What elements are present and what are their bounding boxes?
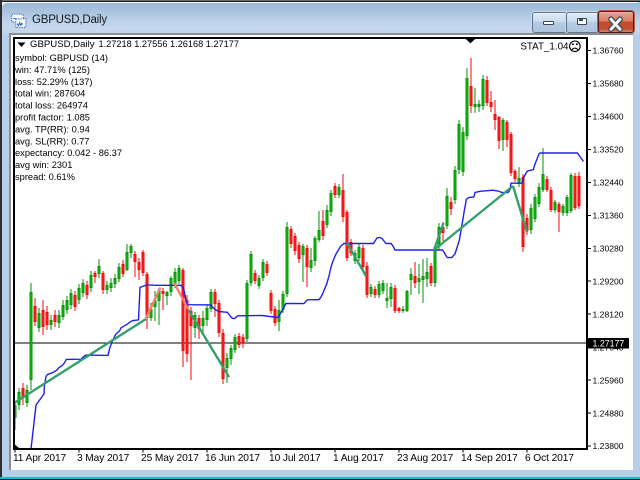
svg-text:spread: 0.61%: spread: 0.61% — [15, 172, 75, 182]
svg-text:avg win: 2301: avg win: 2301 — [15, 160, 72, 170]
svg-text:1.25960: 1.25960 — [593, 375, 624, 385]
svg-text:16 Jun 2017: 16 Jun 2017 — [205, 453, 260, 464]
svg-text:avg. TP(RR): 0.94: avg. TP(RR): 0.94 — [15, 124, 90, 134]
svg-text:1.35680: 1.35680 — [593, 79, 624, 89]
svg-text:1.36760: 1.36760 — [593, 46, 624, 56]
svg-text:1.33520: 1.33520 — [593, 145, 624, 155]
svg-text:avg. SL(RR): 0.77: avg. SL(RR): 0.77 — [15, 136, 89, 146]
svg-text:total loss: 264974: total loss: 264974 — [15, 101, 88, 111]
svg-text:1.29200: 1.29200 — [593, 276, 624, 286]
svg-text:1.24880: 1.24880 — [593, 408, 624, 418]
svg-text:expectancy: 0.042 - 86.37: expectancy: 0.042 - 86.37 — [15, 148, 122, 158]
svg-text:win: 47.71% (125): win: 47.71% (125) — [14, 65, 90, 75]
svg-text:14 Sep 2017: 14 Sep 2017 — [461, 453, 518, 464]
svg-text:1.27177: 1.27177 — [593, 339, 625, 349]
svg-text:profit factor: 1.085: profit factor: 1.085 — [15, 113, 90, 123]
svg-text:1.34600: 1.34600 — [593, 112, 624, 122]
svg-text:23 Aug 2017: 23 Aug 2017 — [397, 453, 454, 464]
svg-text:1.23800: 1.23800 — [593, 441, 624, 451]
svg-text:25 May 2017: 25 May 2017 — [141, 453, 199, 464]
svg-text:10 Jul 2017: 10 Jul 2017 — [269, 453, 321, 464]
svg-text:loss: 52.29% (137): loss: 52.29% (137) — [15, 77, 93, 87]
svg-text:GBPUSD,Daily: GBPUSD,Daily — [30, 39, 95, 50]
svg-text:total win: 287604: total win: 287604 — [15, 89, 85, 99]
svg-text:1 Aug 2017: 1 Aug 2017 — [333, 453, 384, 464]
svg-text:11 Apr 2017: 11 Apr 2017 — [13, 453, 67, 464]
svg-text:1.31360: 1.31360 — [593, 211, 624, 221]
svg-text:symbol: GBPUSD (14): symbol: GBPUSD (14) — [15, 53, 108, 63]
svg-text:STAT_1.04: STAT_1.04 — [520, 41, 569, 52]
svg-text:1.27218 1.27556 1.26168 1.2717: 1.27218 1.27556 1.26168 1.27177 — [99, 39, 240, 49]
svg-text:1.28120: 1.28120 — [593, 309, 624, 319]
svg-text:1.32440: 1.32440 — [593, 178, 624, 188]
svg-text:3 May 2017: 3 May 2017 — [77, 453, 130, 464]
svg-text:6 Oct 2017: 6 Oct 2017 — [525, 453, 574, 464]
svg-text:1.30280: 1.30280 — [593, 243, 624, 253]
